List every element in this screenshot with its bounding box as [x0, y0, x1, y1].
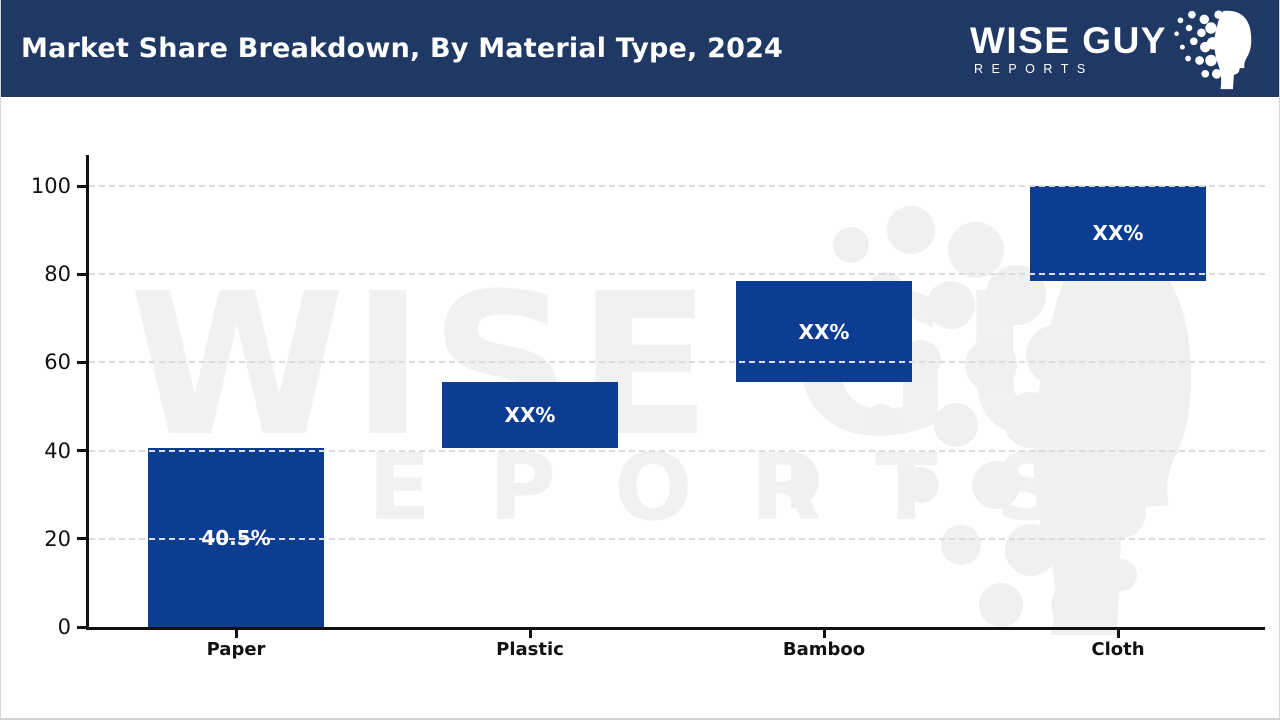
x-axis-tick	[1116, 630, 1120, 638]
y-axis-tick	[77, 272, 87, 276]
face-profile-shape	[1214, 10, 1252, 89]
x-axis-category-label: Bamboo	[782, 639, 866, 660]
gridline-80	[89, 273, 1265, 276]
bar-value-label: XX%	[1092, 221, 1144, 246]
logo-text: WISE GUY REPORTS	[970, 22, 1167, 76]
x-axis-category-label: Plastic	[496, 639, 564, 660]
gridline-40	[89, 449, 1265, 452]
y-axis-tick-label: 0	[57, 615, 71, 639]
waterfall-chart: 0 20 40 60 80 100 40.5% Paper XX% Plastic XX% Bambo…	[1, 97, 1279, 718]
bar-cloth	[1030, 186, 1206, 281]
y-axis-tick-label: 40	[44, 438, 71, 463]
header-band: Market Share Breakdown, By Material Type…	[1, 0, 1279, 97]
x-axis-tick	[822, 630, 826, 638]
x-axis-spine	[86, 627, 1265, 630]
x-axis-tick	[234, 630, 238, 638]
x-axis-tick	[528, 630, 532, 638]
y-axis-tick	[77, 625, 87, 629]
logo-face-dots-icon	[1174, 9, 1252, 89]
y-axis-tick	[77, 537, 87, 541]
x-axis-category-label: Paper	[206, 639, 266, 660]
y-axis-tick-label: 80	[44, 262, 71, 287]
y-axis-spine	[86, 155, 89, 630]
logo-subtitle: REPORTS	[973, 61, 1094, 76]
y-axis-tick	[77, 449, 87, 453]
watermark-face-profile	[1033, 235, 1192, 635]
bar-value-label: XX%	[504, 403, 556, 428]
gridline-100	[89, 185, 1265, 187]
bar-value-label: XX%	[798, 319, 850, 344]
wise-guy-reports-logo: WISE GUY REPORTS	[970, 7, 1259, 91]
logo-wordmark: WISE GUY	[969, 19, 1167, 61]
bar-value-label: 40.5%	[201, 525, 271, 550]
y-axis-tick	[77, 360, 87, 364]
bar-bamboo	[736, 280, 912, 383]
y-axis-tick-label: 60	[44, 350, 71, 375]
chart-title: Market Share Breakdown, By Material Type…	[21, 33, 784, 64]
bar-paper	[148, 448, 324, 627]
x-axis-category-label: Cloth	[1091, 639, 1145, 660]
y-axis-tick-label: 100	[30, 174, 71, 198]
y-axis-tick-label: 20	[44, 526, 71, 551]
gridline-20	[89, 537, 1265, 540]
y-axis-tick	[77, 184, 87, 188]
gridline-60	[89, 361, 1265, 364]
bar-plastic	[442, 382, 618, 449]
